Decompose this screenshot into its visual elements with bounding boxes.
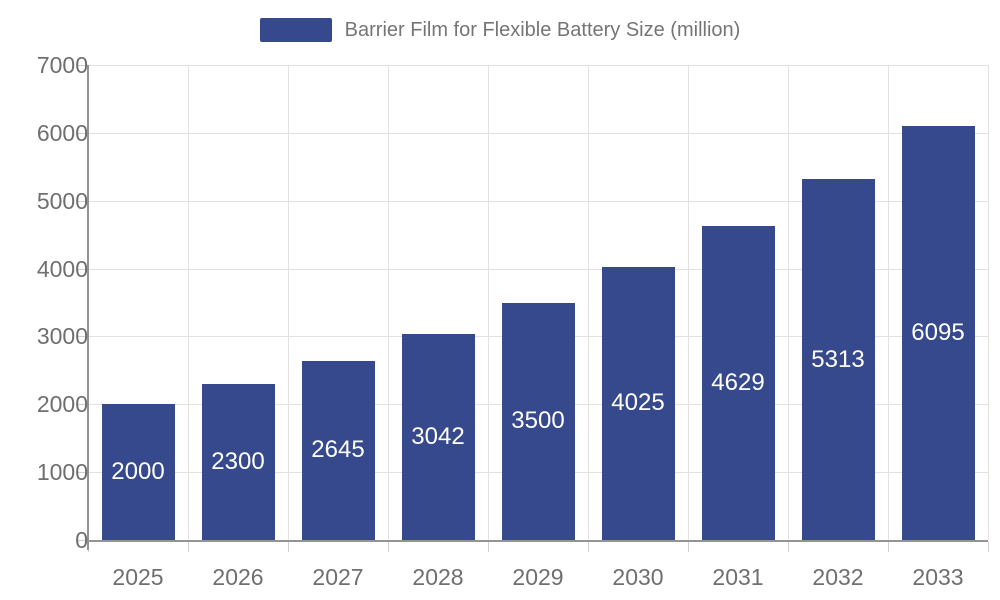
bar[interactable]: 6095 <box>901 126 975 540</box>
x-axis-tick <box>588 542 589 552</box>
gridline-v <box>788 65 789 540</box>
gridline-v <box>688 65 689 540</box>
bar[interactable]: 3500 <box>501 302 575 540</box>
y-axis-tick <box>77 472 87 474</box>
x-axis-tick <box>788 542 789 552</box>
legend-swatch <box>259 18 332 42</box>
x-tick-label: 2025 <box>112 564 164 590</box>
y-tick-label: 5000 <box>36 187 88 214</box>
x-axis-line <box>88 540 988 542</box>
y-axis-tick <box>77 404 87 406</box>
legend-item[interactable]: Barrier Film for Flexible Battery Size (… <box>0 18 1000 42</box>
y-tick-label: 3000 <box>36 323 88 350</box>
x-tick-label: 2028 <box>412 564 464 590</box>
bar[interactable]: 4025 <box>601 266 675 540</box>
bar[interactable]: 2645 <box>301 360 375 540</box>
x-tick-label: 2033 <box>912 564 964 590</box>
bar[interactable]: 3042 <box>401 333 475 540</box>
y-axis-tick <box>77 132 87 134</box>
legend-label: Barrier Film for Flexible Battery Size (… <box>344 18 741 41</box>
bar-value-label: 2000 <box>111 458 165 486</box>
bar-value-label: 3500 <box>511 407 565 435</box>
gridline-h <box>88 200 988 202</box>
x-tick-label: 2029 <box>512 564 564 590</box>
x-tick-label: 2027 <box>312 564 364 590</box>
bar[interactable]: 5313 <box>801 179 875 540</box>
y-axis-tick <box>77 65 87 66</box>
y-axis-tick <box>77 268 87 270</box>
y-axis-tick <box>77 200 87 202</box>
gridline-h <box>88 268 988 270</box>
gridline-h <box>88 132 988 134</box>
bar-value-label: 4629 <box>711 368 765 396</box>
x-axis-tick <box>388 542 389 552</box>
bar-value-label: 3042 <box>411 422 465 450</box>
gridline-h <box>88 65 988 66</box>
x-axis-tick <box>488 542 489 552</box>
x-axis-tick <box>688 542 689 552</box>
bar-value-label: 2645 <box>311 436 365 464</box>
x-tick-label: 2031 <box>712 564 764 590</box>
gridline-v <box>388 65 389 540</box>
x-tick-label: 2032 <box>812 564 864 590</box>
bar[interactable]: 2300 <box>201 383 275 540</box>
bar-value-label: 2300 <box>211 447 265 475</box>
x-axis-tick <box>288 542 289 552</box>
gridline-v <box>488 65 489 540</box>
x-axis-tick <box>988 542 989 552</box>
bar-value-label: 5313 <box>811 345 865 373</box>
x-axis-tick <box>888 542 889 552</box>
x-axis-tick <box>188 542 189 552</box>
gridline-v <box>288 65 289 540</box>
y-axis-line <box>87 65 89 550</box>
y-axis-tick <box>77 336 87 338</box>
y-tick-label: 6000 <box>36 119 88 146</box>
bar[interactable]: 2000 <box>101 404 175 540</box>
y-tick-label: 0 <box>75 527 88 553</box>
x-tick-label: 2030 <box>612 564 664 590</box>
y-tick-label: 4000 <box>36 255 88 282</box>
y-tick-label: 7000 <box>36 52 88 78</box>
bar[interactable]: 4629 <box>701 225 775 540</box>
plot-area: 2000 2300 2645 3042 3500 4025 4629 5313 6095 <box>77 65 989 552</box>
y-tick-label: 2000 <box>36 391 88 418</box>
gridline-v <box>588 65 589 540</box>
bar-value-label: 4025 <box>611 389 665 417</box>
bar-value-label: 6095 <box>911 319 965 347</box>
gridline-v <box>988 65 989 540</box>
y-axis-tick <box>77 540 87 541</box>
x-tick-label: 2026 <box>212 564 264 590</box>
y-tick-label: 1000 <box>36 459 88 486</box>
gridline-v <box>188 65 189 540</box>
gridline-v <box>888 65 889 540</box>
